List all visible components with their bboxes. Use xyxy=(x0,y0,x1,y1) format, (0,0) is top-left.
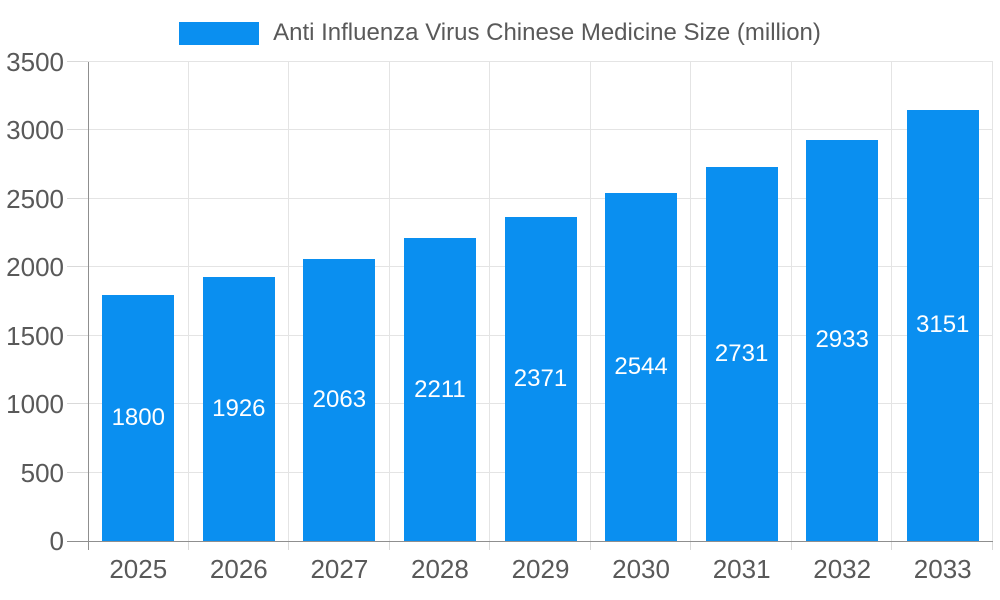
gridline-h xyxy=(88,197,993,199)
legend-swatch xyxy=(179,21,260,45)
legend-label: Anti Influenza Virus Chinese Medicine Si… xyxy=(273,19,821,46)
bar: 1926 xyxy=(202,277,275,541)
x-axis-label: 2032 xyxy=(813,554,872,584)
x-axis-tick xyxy=(589,541,591,550)
bar-value-label: 2731 xyxy=(714,340,769,368)
y-axis-label: 0 xyxy=(49,526,64,556)
bar-value-label: 2063 xyxy=(312,385,367,413)
x-axis-tick xyxy=(790,541,792,550)
y-axis-label: 1500 xyxy=(6,320,64,351)
y-axis-label: 3500 xyxy=(6,47,64,77)
x-axis-line xyxy=(67,541,993,542)
gridline-v xyxy=(187,62,189,541)
y-axis-tick xyxy=(67,403,88,405)
bar-value-label: 1800 xyxy=(111,403,165,431)
bar: 3151 xyxy=(906,109,979,541)
x-axis-tick xyxy=(489,541,491,550)
gridline-v xyxy=(790,62,792,541)
x-axis-tick xyxy=(690,541,692,550)
bar: 2933 xyxy=(806,139,879,541)
y-axis-label: 1000 xyxy=(6,389,64,420)
y-axis-label: 2500 xyxy=(6,183,64,214)
x-axis-label: 2028 xyxy=(411,554,469,584)
x-axis-tick xyxy=(992,541,993,550)
x-axis-label: 2027 xyxy=(310,554,369,584)
bar-value-label: 2371 xyxy=(513,364,568,392)
gridline-h xyxy=(88,129,993,131)
y-axis-line xyxy=(88,62,89,550)
y-axis-tick xyxy=(67,334,88,336)
bar: 2731 xyxy=(705,167,778,541)
y-axis-tick xyxy=(67,471,88,473)
x-axis-tick xyxy=(187,541,189,550)
y-axis-tick xyxy=(67,197,88,199)
bar-value-label: 2544 xyxy=(614,352,668,380)
x-axis-label: 2033 xyxy=(913,554,972,584)
gridline-h xyxy=(88,61,993,62)
gridline-v xyxy=(288,62,290,541)
bar-value-label: 3151 xyxy=(916,311,970,339)
bar-value-label: 2211 xyxy=(414,375,466,403)
gridline-v xyxy=(589,62,591,541)
bar-value-label: 2933 xyxy=(815,326,869,354)
x-axis-label: 2026 xyxy=(209,554,268,584)
gridline-v xyxy=(891,62,893,541)
y-axis-tick xyxy=(67,61,88,62)
legend-item[interactable]: Anti Influenza Virus Chinese Medicine Si… xyxy=(0,19,1000,47)
x-axis-label: 2029 xyxy=(511,554,570,584)
bar: 2371 xyxy=(504,216,577,541)
y-axis-tick xyxy=(67,129,88,131)
y-axis-label: 500 xyxy=(20,457,64,488)
bar-value-label: 1926 xyxy=(212,395,266,423)
bar: 2211 xyxy=(403,238,476,541)
bar: 1800 xyxy=(102,294,175,541)
plot-area: 1800 1926 2063 2211 2371 2544 2731 2933 3151 xyxy=(67,61,993,550)
x-axis-tick xyxy=(388,541,390,550)
x-axis-tick xyxy=(288,541,290,550)
gridline-v xyxy=(690,62,692,541)
x-axis-label: 2025 xyxy=(109,554,168,584)
gridline-v xyxy=(992,62,993,541)
x-axis-tick xyxy=(891,541,893,550)
x-axis-label: 2031 xyxy=(712,554,771,584)
y-axis-label: 3000 xyxy=(6,115,64,146)
bar: 2544 xyxy=(605,192,678,541)
gridline-v xyxy=(489,62,491,541)
y-axis-label: 2000 xyxy=(6,252,64,283)
gridline-v xyxy=(388,62,390,541)
bar: 2063 xyxy=(303,258,376,541)
y-axis-tick xyxy=(67,266,88,268)
x-axis-label: 2030 xyxy=(612,554,670,584)
